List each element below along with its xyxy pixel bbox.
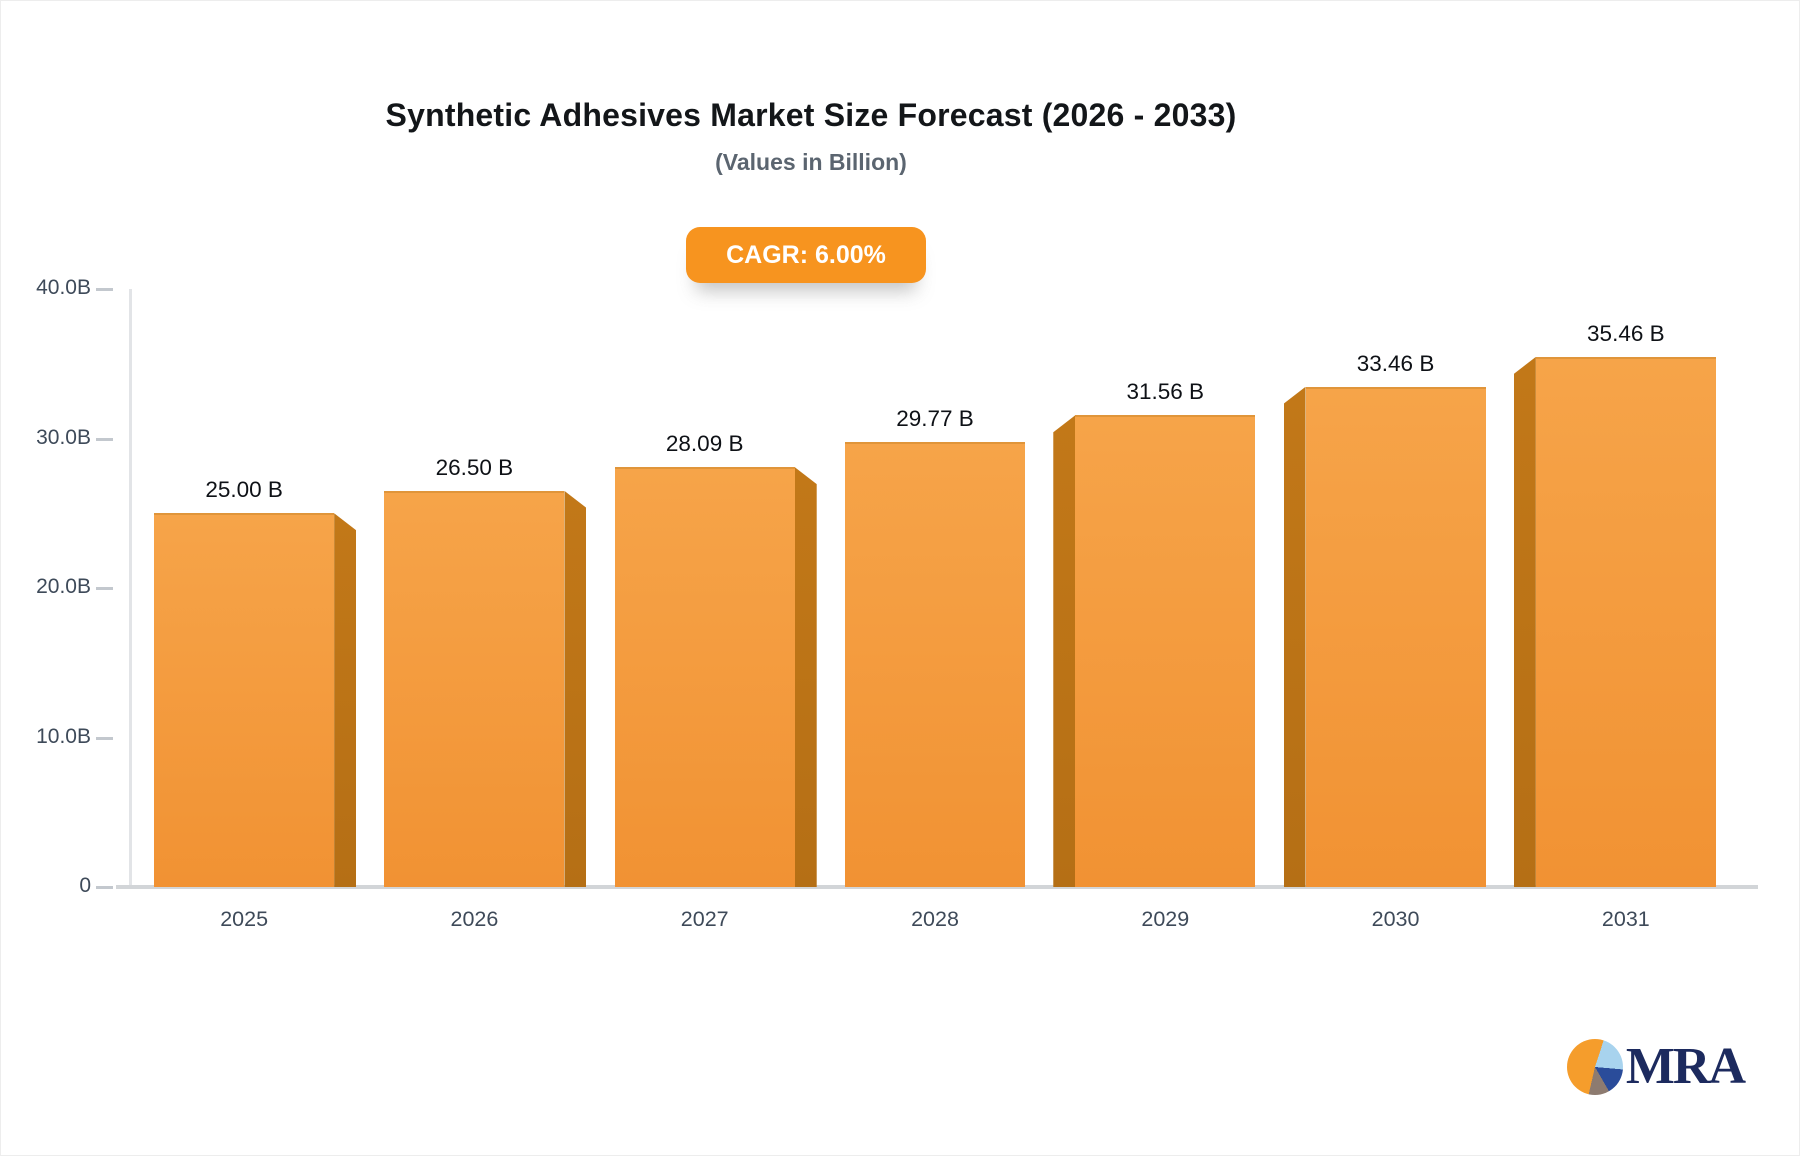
y-tick-dash (96, 437, 113, 441)
x-tick-label: 2030 (1371, 907, 1420, 931)
bar-value-label: 26.50 B (435, 454, 514, 480)
chart-header: Synthetic Adhesives Market Size Forecast… (1, 97, 1621, 176)
bar-value-label: 25.00 B (205, 477, 283, 503)
bar (614, 467, 795, 887)
y-tick-dash (96, 886, 113, 889)
y-tick-label: 20.0B (36, 575, 91, 598)
y-tick-label: 0 (79, 874, 91, 897)
x-tick-label: 2029 (1141, 907, 1190, 931)
bar (384, 490, 565, 887)
bar-value-label: 28.09 B (665, 431, 744, 457)
bar-value-label: 31.56 B (1126, 379, 1205, 405)
bar (845, 441, 1025, 887)
logo-text: MRA (1625, 1038, 1746, 1095)
bar (1305, 386, 1486, 887)
bar (154, 513, 335, 887)
bar-side-face (1053, 415, 1076, 887)
bar-value-label: 35.46 B (1587, 320, 1665, 346)
y-tick-dash (96, 288, 113, 291)
y-axis-line (129, 289, 132, 887)
y-tick-dash (96, 736, 113, 740)
y-tick-dash (96, 587, 113, 590)
bar-side-face (794, 467, 817, 887)
chart-title: Synthetic Adhesives Market Size Forecast… (385, 97, 1237, 133)
mra-logo: MRA (1566, 1038, 1746, 1095)
chart-subtitle: (Values in Billion) (715, 149, 907, 175)
y-tick-label: 10.0B (36, 724, 91, 748)
bar-side-face (1513, 356, 1536, 887)
x-axis-line (116, 885, 1758, 889)
y-tick-label: 40.0B (36, 276, 91, 299)
bar-chart-plot: 0 10.0B 20.0B 30.0B 40.0B 25.00 B 2025 26.50 B 2… (36, 276, 1758, 931)
y-tick-label: 30.0B (36, 425, 91, 449)
x-tick-label: 2031 (1601, 907, 1650, 931)
cagr-badge-label: CAGR: 6.00% (726, 240, 886, 269)
bar (1535, 356, 1716, 887)
bar (1075, 415, 1256, 887)
bar-value-label: 29.77 B (896, 405, 974, 431)
bar-side-face (1283, 386, 1306, 887)
bar-side-face (564, 490, 587, 887)
x-tick-label: 2026 (450, 907, 499, 931)
pie-chart-logo-icon (1566, 1039, 1623, 1095)
bar-side-face (334, 513, 357, 887)
x-tick-label: 2027 (680, 907, 729, 931)
bar-value-label: 33.46 B (1356, 350, 1435, 376)
x-tick-label: 2028 (911, 907, 959, 931)
cagr-badge: CAGR: 6.00% (686, 227, 926, 283)
x-tick-label: 2025 (220, 907, 269, 931)
